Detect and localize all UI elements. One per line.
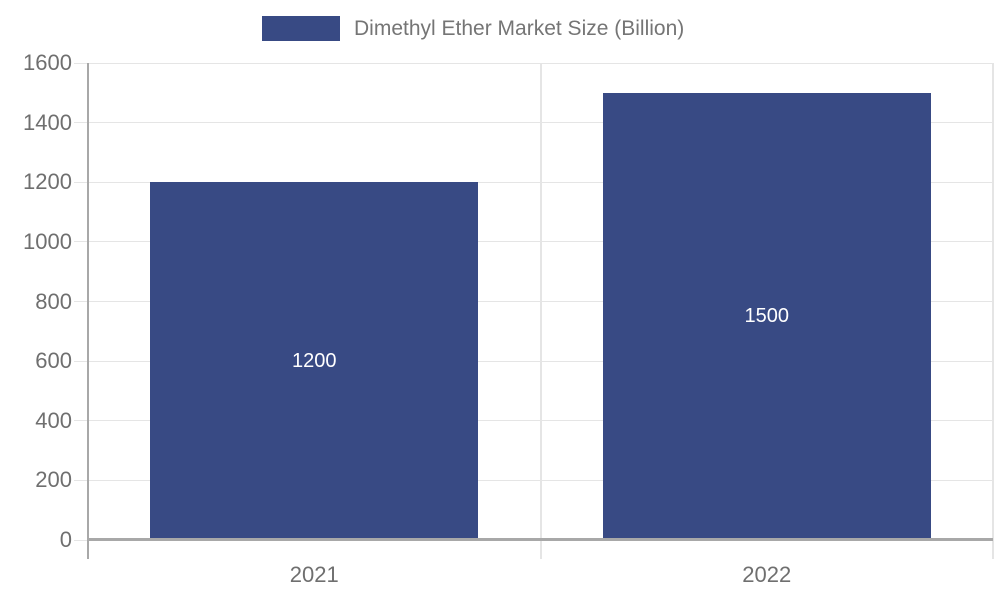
y-tick-label: 400 — [35, 407, 72, 433]
y-tick-mark — [74, 62, 88, 64]
bar-value-label: 1200 — [292, 350, 337, 373]
y-tick-label: 600 — [35, 348, 72, 374]
y-tick-mark — [74, 539, 88, 541]
legend-swatch — [262, 16, 340, 41]
y-tick-label: 800 — [35, 288, 72, 314]
y-tick-label: 1200 — [23, 169, 72, 195]
x-tick-label: 2021 — [289, 562, 339, 587]
y-tick-mark — [74, 241, 88, 243]
y-tick-label: 1000 — [23, 228, 72, 254]
x-axis-line — [88, 538, 993, 541]
bar-2021[interactable] — [150, 182, 479, 538]
x-tick-label: 2022 — [742, 562, 792, 587]
bar-value-label: 1500 — [744, 305, 790, 328]
legend-label: Dimethyl Ether Market Size (Billion) — [354, 16, 685, 40]
bar-2022[interactable] — [602, 92, 931, 538]
y-tick-label: 0 — [59, 527, 72, 552]
legend[interactable]: Dimethyl Ether Market Size (Billion) — [262, 16, 684, 41]
category-boundary-line — [539, 63, 542, 559]
category-boundary-line — [992, 63, 994, 559]
y-tick-label: 200 — [35, 467, 72, 493]
y-tick-mark — [74, 301, 88, 302]
y-tick-mark — [74, 360, 88, 362]
y-tick-label: 1400 — [23, 109, 72, 135]
y-tick-mark — [74, 420, 88, 422]
y-axis-line — [86, 63, 89, 559]
y-tick-mark — [74, 479, 88, 481]
y-tick-label: 1600 — [23, 50, 72, 75]
y-tick-mark — [74, 122, 88, 124]
y-tick-mark — [74, 181, 88, 183]
